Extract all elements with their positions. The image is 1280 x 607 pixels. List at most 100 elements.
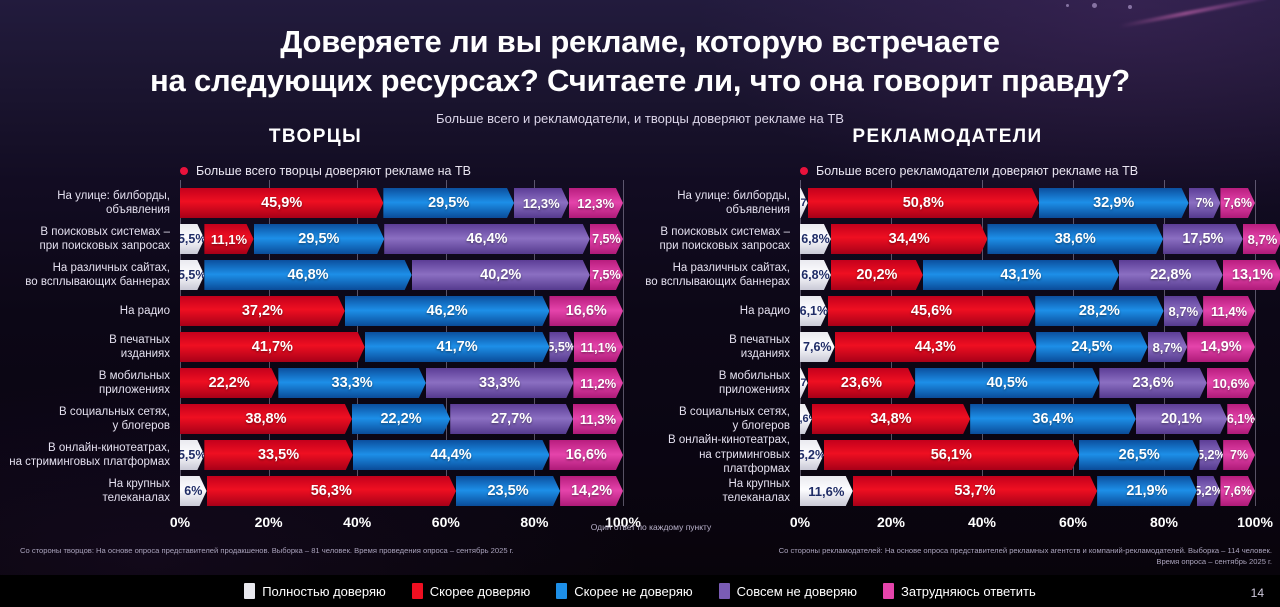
- slide-header: Доверяете ли вы рекламе, которую встреча…: [0, 22, 1280, 126]
- legend-item[interactable]: Совсем не доверяю: [718, 583, 857, 599]
- bar-segment-purple: 8,7%: [1164, 296, 1204, 326]
- bar-segment-pink: 16,6%: [549, 440, 623, 470]
- bar-segment-value: 6%: [184, 484, 203, 498]
- bar-segment-white: 6,1%: [800, 296, 828, 326]
- bar-segment-pink: 11,1%: [574, 332, 623, 362]
- bar-segment-value: 26,5%: [1118, 447, 1160, 463]
- bar-segment-value: 11,2%: [580, 375, 617, 391]
- panel-bullet-creators: Больше всего творцы доверяют рекламе на …: [180, 164, 623, 178]
- stacked-bar: 7,6% 44,3% 24,5% 8,7% 14,9%: [800, 332, 1255, 362]
- bar-segment-purple: 46,4%: [384, 224, 590, 254]
- x-axis-creators: 0% 20% 40% 60% 80% 100%: [8, 514, 641, 538]
- bar-segment-pink: 11,3%: [573, 404, 623, 434]
- row-label: На различных сайтах, во всплывающих банне…: [25, 261, 170, 288]
- bullet-dot-icon: [800, 167, 808, 175]
- legend-item[interactable]: Скорее доверяю: [411, 583, 531, 599]
- stacked-bar: 6,8% 34,4% 38,6% 17,5% 8,7%: [800, 224, 1255, 254]
- bar-segment-pink: 12,3%: [569, 188, 623, 218]
- row-label: На радио: [119, 304, 170, 317]
- bar-segment-value: 22,2%: [380, 411, 422, 427]
- x-axis-advertisers: 0% 20% 40% 60% 80% 100%: [640, 514, 1273, 538]
- bar-segment-value: 7,5%: [592, 268, 621, 282]
- bar-segment-value: 5,5%: [177, 268, 207, 282]
- legend-item[interactable]: Полностью доверяю: [244, 583, 386, 599]
- plot-area-creators: На улице: билборды, объявления 45,9% 29,5% 1…: [8, 180, 624, 508]
- bar-segment-value: 16,6%: [565, 447, 607, 463]
- bar-segment-blue: 36,4%: [970, 404, 1136, 434]
- row-label: На крупных телеканалах: [722, 477, 790, 504]
- bar-segment-white: 7,6%: [800, 332, 835, 362]
- bar-segment-white: 1,7%: [800, 188, 808, 218]
- bar-segment-blue: 24,5%: [1036, 332, 1147, 362]
- bar-segment-value: 53,7%: [954, 483, 996, 499]
- bar-segment-value: 34,4%: [888, 231, 930, 247]
- panel-bullet-text: Больше всего рекламодатели доверяют рекл…: [816, 164, 1139, 178]
- bar-segment-blue: 32,9%: [1039, 188, 1189, 218]
- bar-segment-value: 23,5%: [487, 483, 529, 499]
- bar-segment-blue: 44,4%: [353, 440, 550, 470]
- bar-segment-value: 22,8%: [1150, 267, 1192, 283]
- legend-label: Полностью доверяю: [262, 583, 386, 599]
- bar-segment-value: 6,1%: [1226, 412, 1256, 426]
- bar-segment-value: 20,2%: [856, 267, 898, 283]
- bar-segment-value: 14,2%: [570, 483, 613, 499]
- table-row: В поисковых системах – при поисковых запр…: [640, 222, 1255, 256]
- row-label: В социальных сетях, у блогеров: [678, 405, 790, 432]
- row-label: В мобильных приложениях: [718, 369, 790, 396]
- page-number: 14: [1250, 586, 1264, 600]
- bar-segment-red: 37,2%: [180, 296, 345, 326]
- row-label: На улице: билборды, объявления: [57, 189, 170, 216]
- axis-tick: 60%: [1058, 514, 1088, 530]
- legend-item[interactable]: Скорее не доверяю: [556, 583, 693, 599]
- legend-item[interactable]: Затрудняюсь ответить: [883, 583, 1036, 599]
- bar-segment-pink: 8,7%: [1243, 224, 1280, 254]
- bar-segment-blue: 22,2%: [352, 404, 450, 434]
- bar-segment-white: 1,7%: [800, 368, 808, 398]
- table-row: На улице: билборды, объявления 1,7% 50,8% 32…: [640, 186, 1255, 220]
- footnote-advertisers-line1: Со стороны рекламодателей: На основе опр…: [778, 546, 1272, 555]
- axis-tick: 20%: [254, 514, 283, 530]
- row-label: В социальных сетях, у блогеров: [58, 405, 170, 432]
- table-row: На улице: билборды, объявления 45,9% 29,5% 1…: [8, 186, 623, 220]
- bar-segment-pink: 14,2%: [560, 476, 623, 506]
- gridline: [623, 180, 624, 506]
- axis-tick: 20%: [876, 514, 906, 530]
- legend-label: Скорее не доверяю: [574, 583, 693, 599]
- bar-segment-purple: 5,2%: [1199, 440, 1223, 470]
- bar-segment-value: 46,2%: [426, 303, 468, 319]
- bar-segment-pink: 13,1%: [1223, 260, 1280, 290]
- bar-segment-pink: 10,6%: [1207, 368, 1255, 398]
- bar-segment-blue: 43,1%: [923, 260, 1119, 290]
- bar-segment-value: 12,3%: [577, 195, 615, 211]
- bar-segment-purple: 5,2%: [1197, 476, 1221, 506]
- bar-segment-red: 11,1%: [204, 224, 253, 254]
- table-row: В мобильных приложениях 22,2% 33,3% 33,3% 11,…: [8, 366, 623, 400]
- bar-segment-value: 11,3%: [579, 411, 617, 427]
- bar-segment-value: 56,1%: [930, 447, 972, 463]
- bar-segment-value: 7,5%: [592, 232, 621, 246]
- bar-segment-blue: 26,5%: [1079, 440, 1200, 470]
- row-label: В поисковых системах – при поисковых запр…: [659, 225, 791, 252]
- panel-title-creators: ТВОРЦЫ: [268, 126, 363, 147]
- bar-segment-white: 5,5%: [180, 224, 204, 254]
- bar-segment-value: 11,1%: [210, 231, 248, 247]
- bar-segment-pink: 7,6%: [1220, 476, 1255, 506]
- table-row: В онлайн-кинотеатрах, на стриминговых пла…: [640, 434, 1255, 475]
- bar-segment-value: 17,5%: [1182, 231, 1224, 247]
- bar-segment-blue: 29,5%: [383, 188, 514, 218]
- bar-segment-pink: 16,6%: [549, 296, 623, 326]
- bar-segment-purple: 20,1%: [1136, 404, 1227, 434]
- panel-title-advertisers: РЕКЛАМОДАТЕЛИ: [852, 126, 1043, 147]
- bar-segment-pink: 14,9%: [1187, 332, 1255, 362]
- bar-segment-value: 44,3%: [914, 339, 956, 355]
- legend-swatch: [244, 583, 256, 599]
- bar-segment-value: 5,2%: [1197, 448, 1226, 462]
- legend-label: Скорее доверяю: [429, 583, 531, 599]
- bar-segment-value: 38,8%: [245, 411, 287, 427]
- bar-segment-value: 36,4%: [1032, 411, 1074, 427]
- axis-tick: 80%: [1149, 514, 1179, 530]
- row-label: В поисковых системах – при поисковых запр…: [39, 225, 171, 252]
- row-label: В печатных изданиях: [729, 333, 790, 360]
- table-row: В социальных сетях, у блогеров 2,6% 34,8% 36…: [640, 402, 1255, 436]
